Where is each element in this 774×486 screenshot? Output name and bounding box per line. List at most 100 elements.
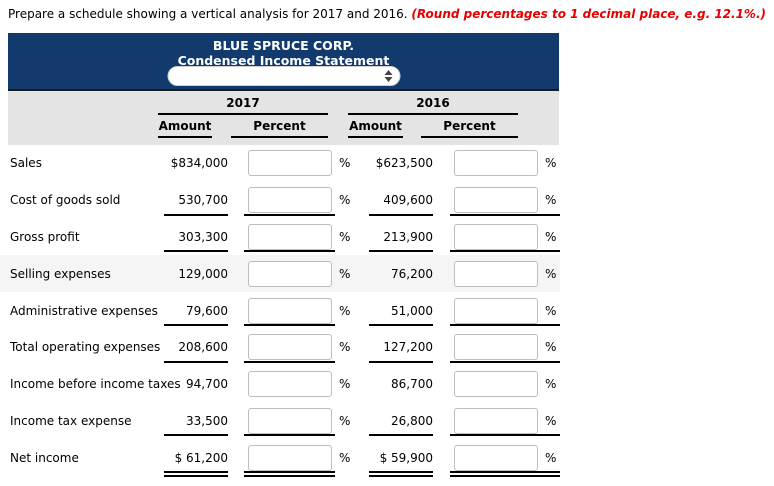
percent-input-sales-2016[interactable] (454, 150, 538, 177)
subtotal-rule (450, 323, 560, 326)
subtotal-rule (450, 213, 560, 216)
percent-input-selling-2016[interactable] (454, 260, 538, 287)
year-header-2017: 2017 (158, 95, 328, 115)
amount-2017: 94,700 (186, 377, 228, 392)
company-name: BLUE SPRUCE CORP. (212, 38, 355, 53)
percent-sign: % (339, 156, 351, 171)
subtotal-rule (369, 434, 433, 437)
subtotal-rule (244, 250, 335, 253)
row-label: Net income (10, 450, 79, 465)
total-rule-bottom (450, 475, 560, 478)
amount-2016: 86,700 (391, 377, 433, 392)
percent-sign: % (545, 413, 557, 428)
amount-2016: 127,200 (383, 340, 433, 355)
amount-2016: 26,800 (391, 413, 433, 428)
period-select[interactable] (167, 66, 400, 86)
row-sales: Sales $834,000 % $623,500 % (0, 145, 560, 182)
instruction-main: Prepare a schedule showing a vertical an… (8, 7, 412, 21)
subtotal-rule (369, 213, 433, 216)
percent-header-2016: Percent (421, 118, 518, 138)
row-income-tax-expense: Income tax expense 33,500 % 26,800 % (0, 403, 560, 440)
total-rule-top (164, 471, 228, 474)
rounding-note: (Round percentages to 1 decimal place, e… (411, 7, 766, 21)
subtotal-rule (450, 434, 560, 437)
percent-input-sales-2017[interactable] (248, 150, 332, 177)
total-rule-bottom (164, 475, 228, 478)
percent-input-cogs-2016[interactable] (454, 187, 538, 214)
select-spinner-icon (384, 69, 392, 83)
percent-sign: % (339, 340, 351, 355)
percent-input-ibit-2016[interactable] (454, 371, 538, 398)
percent-sign: % (545, 229, 557, 244)
amount-2017: 33,500 (186, 413, 228, 428)
subtotal-rule (369, 323, 433, 326)
row-label: Income before income taxes (10, 377, 181, 392)
row-cost-of-goods-sold: Cost of goods sold 530,700 % 409,600 % (0, 182, 560, 219)
row-label: Gross profit (10, 229, 80, 244)
percent-sign: % (545, 450, 557, 465)
percent-input-total-op-2017[interactable] (248, 334, 332, 361)
percent-sign: % (545, 266, 557, 281)
subtotal-rule (244, 360, 335, 363)
row-administrative-expenses: Administrative expenses 79,600 % 51,000 … (0, 292, 560, 329)
percent-sign: % (545, 377, 557, 392)
percent-sign: % (545, 193, 557, 208)
percent-header-2017: Percent (231, 118, 328, 138)
amount-2017: 530,700 (178, 193, 228, 208)
row-label: Cost of goods sold (10, 193, 121, 208)
subtotal-rule (164, 434, 228, 437)
row-net-income: Net income $ 61,200 % $ 59,900 % (0, 439, 560, 478)
amount-2017: $ 61,200 (174, 450, 228, 465)
percent-input-tax-2017[interactable] (248, 407, 332, 434)
percent-sign: % (545, 303, 557, 318)
statement-title-banner: BLUE SPRUCE CORP. Condensed Income State… (8, 33, 559, 91)
percent-sign: % (339, 193, 351, 208)
subtotal-rule (369, 360, 433, 363)
percent-input-total-op-2016[interactable] (454, 334, 538, 361)
subtotal-rule (450, 360, 560, 363)
amount-2016: $ 59,900 (379, 450, 433, 465)
percent-sign: % (339, 229, 351, 244)
amount-2016: $623,500 (375, 156, 433, 171)
statement-header: BLUE SPRUCE CORP. Condensed Income State… (8, 33, 559, 145)
subtotal-rule (244, 213, 335, 216)
row-income-before-income-taxes: Income before income taxes 94,700 % 86,7… (0, 366, 560, 403)
column-header-band: 2017 2016 Amount Percent Amount Percent (8, 91, 559, 145)
subtotal-rule (244, 434, 335, 437)
percent-sign: % (339, 450, 351, 465)
percent-input-cogs-2017[interactable] (248, 187, 332, 214)
total-rule-top (369, 471, 433, 474)
row-label: Selling expenses (10, 266, 111, 281)
row-total-operating-expenses: Total operating expenses 208,600 % 127,2… (0, 329, 560, 366)
year-header-2016: 2016 (348, 95, 518, 115)
percent-input-tax-2016[interactable] (454, 407, 538, 434)
percent-input-admin-2017[interactable] (248, 297, 332, 324)
amount-2017: 208,600 (178, 340, 228, 355)
percent-input-net-income-2017[interactable] (248, 444, 332, 471)
subtotal-rule (164, 213, 228, 216)
amount-2017: 303,300 (178, 229, 228, 244)
total-rule-bottom (369, 475, 433, 478)
subtotal-rule (450, 250, 560, 253)
percent-input-selling-2017[interactable] (248, 260, 332, 287)
percent-sign: % (339, 303, 351, 318)
percent-sign: % (545, 156, 557, 171)
total-rule-top (244, 471, 335, 474)
percent-input-admin-2016[interactable] (454, 297, 538, 324)
amount-2017: 129,000 (178, 266, 228, 281)
total-rule-bottom (244, 475, 335, 478)
row-label: Income tax expense (10, 413, 132, 428)
amount-2016: 213,900 (383, 229, 433, 244)
arrow-up-icon (384, 70, 392, 75)
subtotal-rule (244, 323, 335, 326)
arrow-down-icon (384, 77, 392, 82)
percent-input-ibit-2017[interactable] (248, 371, 332, 398)
percent-input-gross-profit-2016[interactable] (454, 223, 538, 250)
percent-input-gross-profit-2017[interactable] (248, 223, 332, 250)
row-label: Sales (10, 156, 42, 171)
subtotal-rule (369, 250, 433, 253)
row-gross-profit: Gross profit 303,300 % 213,900 % (0, 219, 560, 256)
percent-input-net-income-2016[interactable] (454, 444, 538, 471)
amount-2016: 76,200 (391, 266, 433, 281)
